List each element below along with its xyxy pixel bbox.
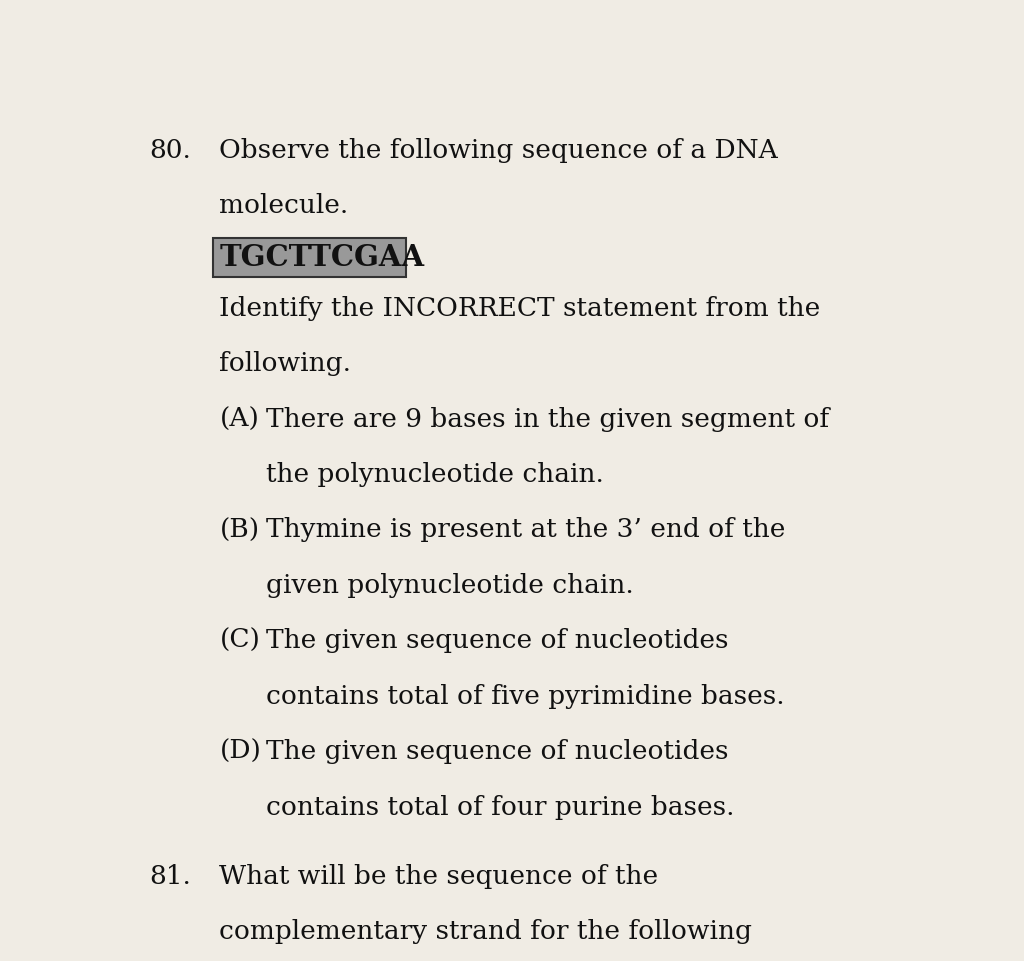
Text: Thymine is present at the 3’ end of the: Thymine is present at the 3’ end of the — [266, 517, 785, 542]
Text: There are 9 bases in the given segment of: There are 9 bases in the given segment o… — [266, 407, 829, 431]
Text: The given sequence of nucleotides: The given sequence of nucleotides — [266, 739, 728, 764]
Text: (A): (A) — [219, 407, 259, 431]
Text: molecule.: molecule. — [219, 193, 349, 218]
Text: Observe the following sequence of a DNA: Observe the following sequence of a DNA — [219, 137, 778, 162]
Text: contains total of five pyrimidine bases.: contains total of five pyrimidine bases. — [266, 683, 784, 708]
Text: complementary strand for the following: complementary strand for the following — [219, 920, 753, 945]
Text: What will be the sequence of the: What will be the sequence of the — [219, 864, 658, 889]
Text: (D): (D) — [219, 739, 261, 764]
Text: (B): (B) — [219, 517, 259, 542]
Text: given polynucleotide chain.: given polynucleotide chain. — [266, 573, 634, 598]
Text: TGCTTCGAA: TGCTTCGAA — [219, 243, 425, 272]
Text: the polynucleotide chain.: the polynucleotide chain. — [266, 462, 604, 487]
Text: contains total of four purine bases.: contains total of four purine bases. — [266, 795, 734, 820]
Text: 80.: 80. — [150, 137, 191, 162]
Text: following.: following. — [219, 351, 351, 376]
Text: Identify the INCORRECT statement from the: Identify the INCORRECT statement from th… — [219, 296, 820, 321]
Text: (C): (C) — [219, 628, 260, 653]
FancyBboxPatch shape — [213, 238, 407, 277]
Text: The given sequence of nucleotides: The given sequence of nucleotides — [266, 628, 728, 653]
Text: 81.: 81. — [150, 864, 191, 889]
